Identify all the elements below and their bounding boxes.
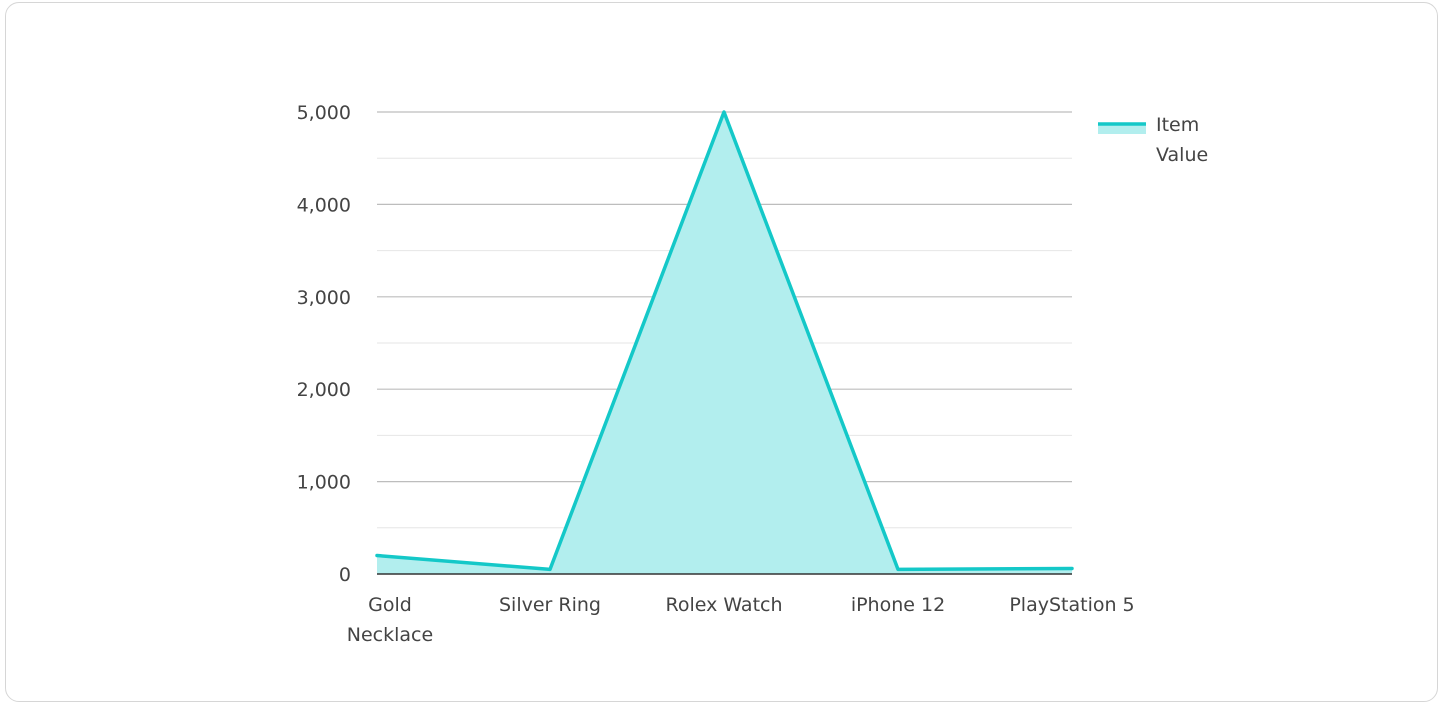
x-axis-tick-labels: Gold Necklace Silver Ring Rolex Watch iPhone… <box>347 594 1135 646</box>
legend: Item Value <box>1098 114 1208 166</box>
x-tick-label: iPhone 12 <box>851 594 945 616</box>
y-tick-label: 2,000 <box>297 379 351 401</box>
x-tick-label-line: Silver Ring <box>499 594 601 616</box>
x-tick-label: Rolex Watch <box>665 594 782 616</box>
y-tick-label: 0 <box>339 564 351 586</box>
y-tick-label: 5,000 <box>297 102 351 124</box>
x-tick-label: PlayStation 5 <box>1009 594 1134 616</box>
x-tick-label: Silver Ring <box>499 594 601 616</box>
x-tick-label: Gold Necklace <box>347 594 433 646</box>
y-axis-tick-labels: 0 1,000 2,000 3,000 4,000 5,000 <box>297 102 351 586</box>
y-tick-label: 4,000 <box>297 194 351 216</box>
series-line <box>375 110 1074 572</box>
series-area <box>375 110 1074 574</box>
x-tick-label-line: iPhone 12 <box>851 594 945 616</box>
legend-swatch-fill <box>1098 124 1146 134</box>
y-tick-label: 1,000 <box>297 472 351 494</box>
x-tick-label-line: Gold <box>368 594 412 616</box>
x-tick-label-line: Rolex Watch <box>665 594 782 616</box>
y-tick-label: 3,000 <box>297 287 351 309</box>
series-area-fill <box>377 112 1072 574</box>
legend-label-line: Value <box>1156 144 1208 166</box>
legend-label: Item Value <box>1156 114 1208 166</box>
x-tick-label-line: PlayStation 5 <box>1009 594 1134 616</box>
legend-label-line: Item <box>1156 114 1199 136</box>
x-tick-label-line: Necklace <box>347 624 433 646</box>
